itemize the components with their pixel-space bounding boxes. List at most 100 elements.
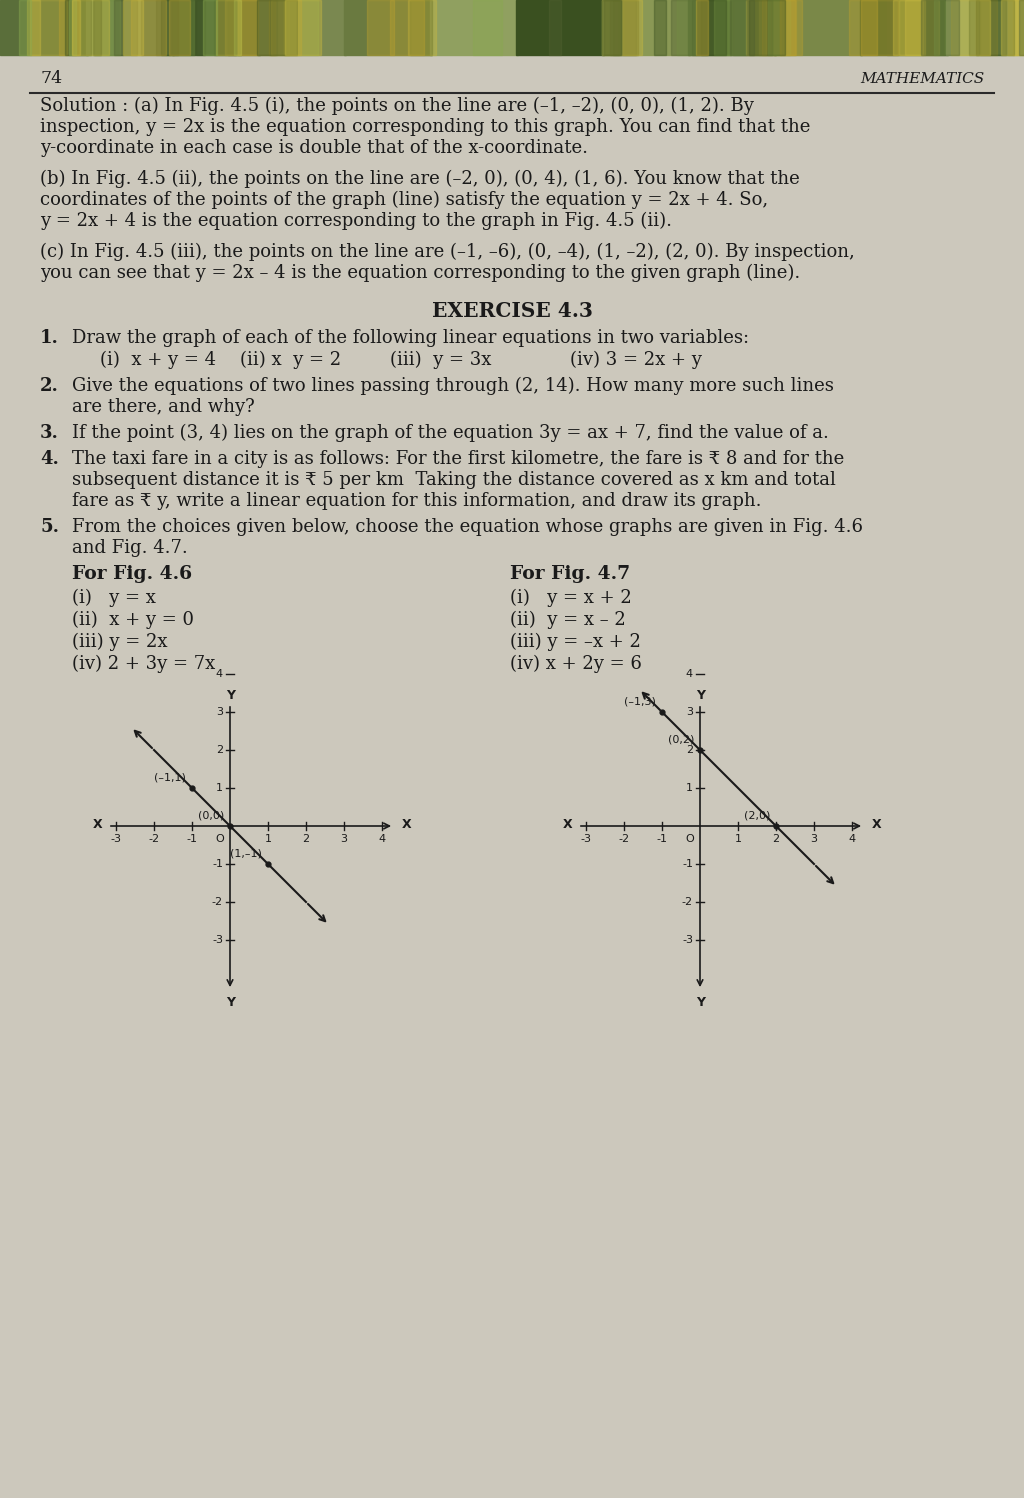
Bar bbox=[430, 0, 518, 55]
Text: -3: -3 bbox=[581, 834, 592, 843]
Text: The taxi fare in a city is as follows: For the first kilometre, the fare is ₹ 8 : The taxi fare in a city is as follows: F… bbox=[72, 449, 844, 467]
Text: (i)   y = x + 2: (i) y = x + 2 bbox=[510, 589, 632, 607]
Bar bbox=[861, 0, 898, 55]
Text: 1: 1 bbox=[264, 834, 271, 843]
Text: -1: -1 bbox=[212, 858, 223, 869]
Text: (c) In Fig. 4.5 (iii), the points on the line are (–1, –6), (0, –4), (1, –2), (2: (c) In Fig. 4.5 (iii), the points on the… bbox=[40, 243, 855, 261]
Bar bbox=[610, 0, 618, 55]
Bar bbox=[749, 0, 785, 55]
Text: y-coordinate in each case is double that of the x-coordinate.: y-coordinate in each case is double that… bbox=[40, 139, 588, 157]
Bar bbox=[613, 0, 638, 55]
Bar bbox=[94, 0, 123, 55]
Bar bbox=[696, 0, 708, 55]
Bar bbox=[59, 0, 79, 55]
Text: X: X bbox=[93, 818, 102, 830]
Text: are there, and why?: are there, and why? bbox=[72, 398, 255, 416]
Bar bbox=[671, 0, 707, 55]
Bar bbox=[602, 0, 621, 55]
Text: -2: -2 bbox=[148, 834, 160, 843]
Text: (iv) 2 + 3y = 7x: (iv) 2 + 3y = 7x bbox=[72, 655, 215, 673]
Bar bbox=[72, 0, 109, 55]
Bar bbox=[65, 0, 91, 55]
Text: (i)   y = x: (i) y = x bbox=[72, 589, 156, 607]
Bar bbox=[701, 0, 726, 55]
Bar bbox=[604, 0, 636, 55]
Text: O: O bbox=[685, 834, 694, 843]
Bar bbox=[780, 0, 796, 55]
Text: -1: -1 bbox=[186, 834, 198, 843]
Text: For Fig. 4.6: For Fig. 4.6 bbox=[72, 565, 193, 583]
Text: subsequent distance it is ₹ 5 per km  Taking the distance covered as x km and to: subsequent distance it is ₹ 5 per km Tak… bbox=[72, 470, 836, 488]
Text: Draw the graph of each of the following linear equations in two variables:: Draw the graph of each of the following … bbox=[72, 330, 750, 348]
Bar bbox=[1019, 0, 1024, 55]
Text: 3: 3 bbox=[686, 707, 693, 718]
Bar bbox=[946, 0, 1024, 55]
Text: (iii) y = 2x: (iii) y = 2x bbox=[72, 632, 168, 652]
Text: Y: Y bbox=[226, 689, 236, 703]
Text: MATHEMATICS: MATHEMATICS bbox=[860, 72, 984, 85]
Text: From the choices given below, choose the equation whose graphs are given in Fig.: From the choices given below, choose the… bbox=[72, 518, 863, 536]
Bar bbox=[390, 0, 424, 55]
Bar bbox=[768, 0, 790, 55]
Bar bbox=[774, 0, 862, 55]
Text: 5.: 5. bbox=[40, 518, 59, 536]
Text: inspection, y = 2x is the equation corresponding to this graph. You can find tha: inspection, y = 2x is the equation corre… bbox=[40, 118, 810, 136]
Bar bbox=[156, 0, 171, 55]
Bar bbox=[270, 0, 278, 55]
Text: coordinates of the points of the graph (line) satisfy the equation y = 2x + 4. S: coordinates of the points of the graph (… bbox=[40, 190, 768, 210]
Bar bbox=[976, 0, 1014, 55]
Bar bbox=[762, 0, 802, 55]
Text: -2: -2 bbox=[618, 834, 630, 843]
Text: (–1,1): (–1,1) bbox=[155, 771, 186, 782]
Text: 4: 4 bbox=[379, 834, 386, 843]
Bar bbox=[72, 0, 80, 55]
Bar bbox=[131, 0, 166, 55]
Bar bbox=[123, 0, 143, 55]
Text: 2: 2 bbox=[686, 745, 693, 755]
Bar bbox=[893, 0, 925, 55]
Bar bbox=[980, 0, 1006, 55]
Text: -2: -2 bbox=[682, 897, 693, 906]
Bar bbox=[284, 0, 298, 55]
Text: (b) In Fig. 4.5 (ii), the points on the line are (–2, 0), (0, 4), (1, 6). You kn: (b) In Fig. 4.5 (ii), the points on the … bbox=[40, 169, 800, 189]
Text: 4: 4 bbox=[849, 834, 856, 843]
Text: 1.: 1. bbox=[40, 330, 58, 348]
Bar bbox=[114, 0, 137, 55]
Bar bbox=[730, 0, 754, 55]
Bar bbox=[225, 0, 258, 55]
Bar bbox=[0, 0, 88, 55]
Bar bbox=[549, 0, 561, 55]
Text: 3: 3 bbox=[811, 834, 817, 843]
Text: fare as ₹ y, write a linear equation for this information, and draw its graph.: fare as ₹ y, write a linear equation for… bbox=[72, 491, 762, 509]
Text: X: X bbox=[563, 818, 572, 830]
Text: 74: 74 bbox=[40, 70, 62, 87]
Text: 3.: 3. bbox=[40, 424, 58, 442]
Text: -3: -3 bbox=[682, 935, 693, 945]
Text: Y: Y bbox=[696, 689, 706, 703]
Bar bbox=[602, 0, 642, 55]
Bar bbox=[692, 0, 731, 55]
Bar bbox=[849, 0, 877, 55]
Bar bbox=[473, 0, 502, 55]
Text: -1: -1 bbox=[656, 834, 668, 843]
Text: Y: Y bbox=[696, 996, 706, 1010]
Bar bbox=[410, 0, 432, 55]
Bar bbox=[86, 0, 174, 55]
Text: you can see that y = 2x – 4 is the equation corresponding to the given graph (li: you can see that y = 2x – 4 is the equat… bbox=[40, 264, 800, 282]
Bar bbox=[1008, 0, 1018, 55]
Bar bbox=[905, 0, 939, 55]
Bar bbox=[887, 0, 898, 55]
Text: Solution : (a) In Fig. 4.5 (i), the points on the line are (–1, –2), (0, 0), (1,: Solution : (a) In Fig. 4.5 (i), the poin… bbox=[40, 97, 754, 115]
Text: (ii)  y = x – 2: (ii) y = x – 2 bbox=[510, 611, 626, 629]
Bar bbox=[269, 0, 301, 55]
Bar bbox=[216, 0, 241, 55]
Text: (2,0): (2,0) bbox=[743, 810, 770, 819]
Bar bbox=[19, 0, 31, 55]
Bar bbox=[746, 0, 766, 55]
Bar bbox=[759, 0, 781, 55]
Bar bbox=[257, 0, 297, 55]
Text: EXERCISE 4.3: EXERCISE 4.3 bbox=[431, 301, 593, 321]
Text: 4: 4 bbox=[686, 670, 693, 679]
Text: 1: 1 bbox=[686, 783, 693, 792]
Text: If the point (3, 4) lies on the graph of the equation 3y = ax + 7, find the valu: If the point (3, 4) lies on the graph of… bbox=[72, 424, 828, 442]
